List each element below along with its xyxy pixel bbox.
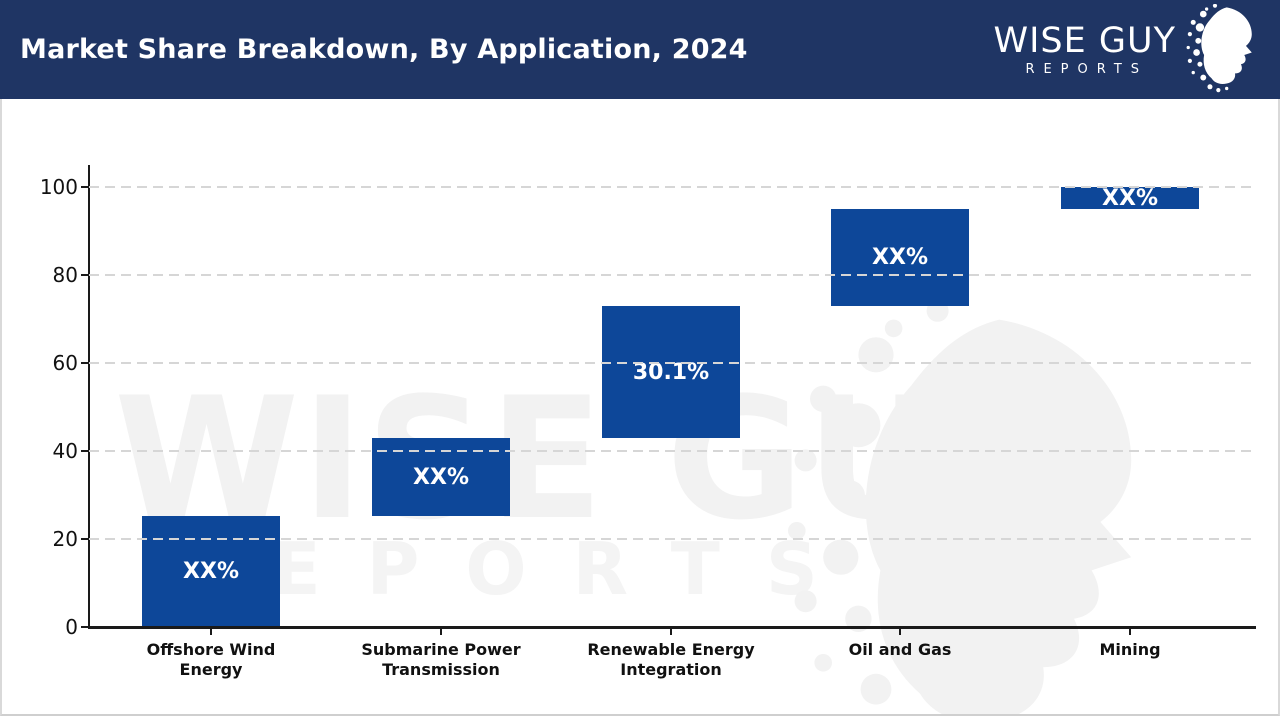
gridline-y-20: [89, 538, 1256, 540]
bar-mining: XX%: [1061, 185, 1199, 211]
brand-subname: REPORTS: [1025, 61, 1149, 77]
ytick-mark-40: [81, 450, 89, 452]
bar-oil-and-gas: XX%: [831, 209, 969, 306]
category-label-offshore-wind-energy: Offshore Wind Energy: [146, 640, 276, 679]
xtick-mark-renewable-energy-integration: [670, 627, 672, 635]
bar-value-label-mining: XX%: [1102, 185, 1158, 211]
xtick-mark-mining: [1129, 627, 1131, 635]
xtick-mark-oil-and-gas: [899, 627, 901, 635]
ytick-mark-80: [81, 274, 89, 276]
ytick-label-40: 40: [52, 439, 78, 463]
ytick-mark-100: [81, 186, 89, 188]
ytick-label-60: 60: [52, 351, 78, 375]
ytick-label-80: 80: [52, 263, 78, 287]
category-label-submarine-power-transmission: Submarine Power Transmission: [361, 640, 521, 679]
ytick-mark-20: [81, 538, 89, 540]
ytick-label-20: 20: [52, 527, 78, 551]
x-axis-line: [88, 626, 1256, 629]
gridline-y-40: [89, 450, 1256, 452]
header: Market Share Breakdown, By Application, …: [0, 0, 1280, 99]
ytick-label-0: 0: [65, 615, 78, 639]
bar-value-label-renewable-energy-integration: 30.1%: [632, 359, 710, 385]
ytick-mark-60: [81, 362, 89, 364]
gridline-y-100: [89, 186, 1256, 188]
bar-offshore-wind-energy: XX%: [142, 516, 280, 627]
bar-value-label-offshore-wind-energy: XX%: [183, 559, 239, 585]
y-axis-line: [88, 165, 90, 629]
brand-name: WISE GUY: [993, 20, 1176, 61]
category-label-mining: Mining: [1099, 640, 1161, 659]
bar-renewable-energy-integration: 30.1%: [602, 305, 740, 439]
gridline-y-60: [89, 362, 1256, 364]
category-label-oil-and-gas: Oil and Gas: [848, 640, 952, 659]
gridline-y-80: [89, 274, 1256, 276]
ytick-mark-0: [81, 626, 89, 628]
brand-logo-text: WISE GUY REPORTS: [993, 23, 1176, 77]
xtick-mark-submarine-power-transmission: [440, 627, 442, 635]
brand-face-icon: [1178, 4, 1262, 96]
ytick-label-100: 100: [39, 175, 78, 199]
bar-value-label-submarine-power-transmission: XX%: [413, 464, 469, 490]
category-label-renewable-energy-integration: Renewable Energy Integration: [587, 640, 755, 679]
bar-value-label-oil-and-gas: XX%: [872, 244, 928, 270]
brand-logo: WISE GUY REPORTS: [993, 4, 1262, 96]
xtick-mark-offshore-wind-energy: [210, 627, 212, 635]
page-title: Market Share Breakdown, By Application, …: [20, 34, 748, 65]
